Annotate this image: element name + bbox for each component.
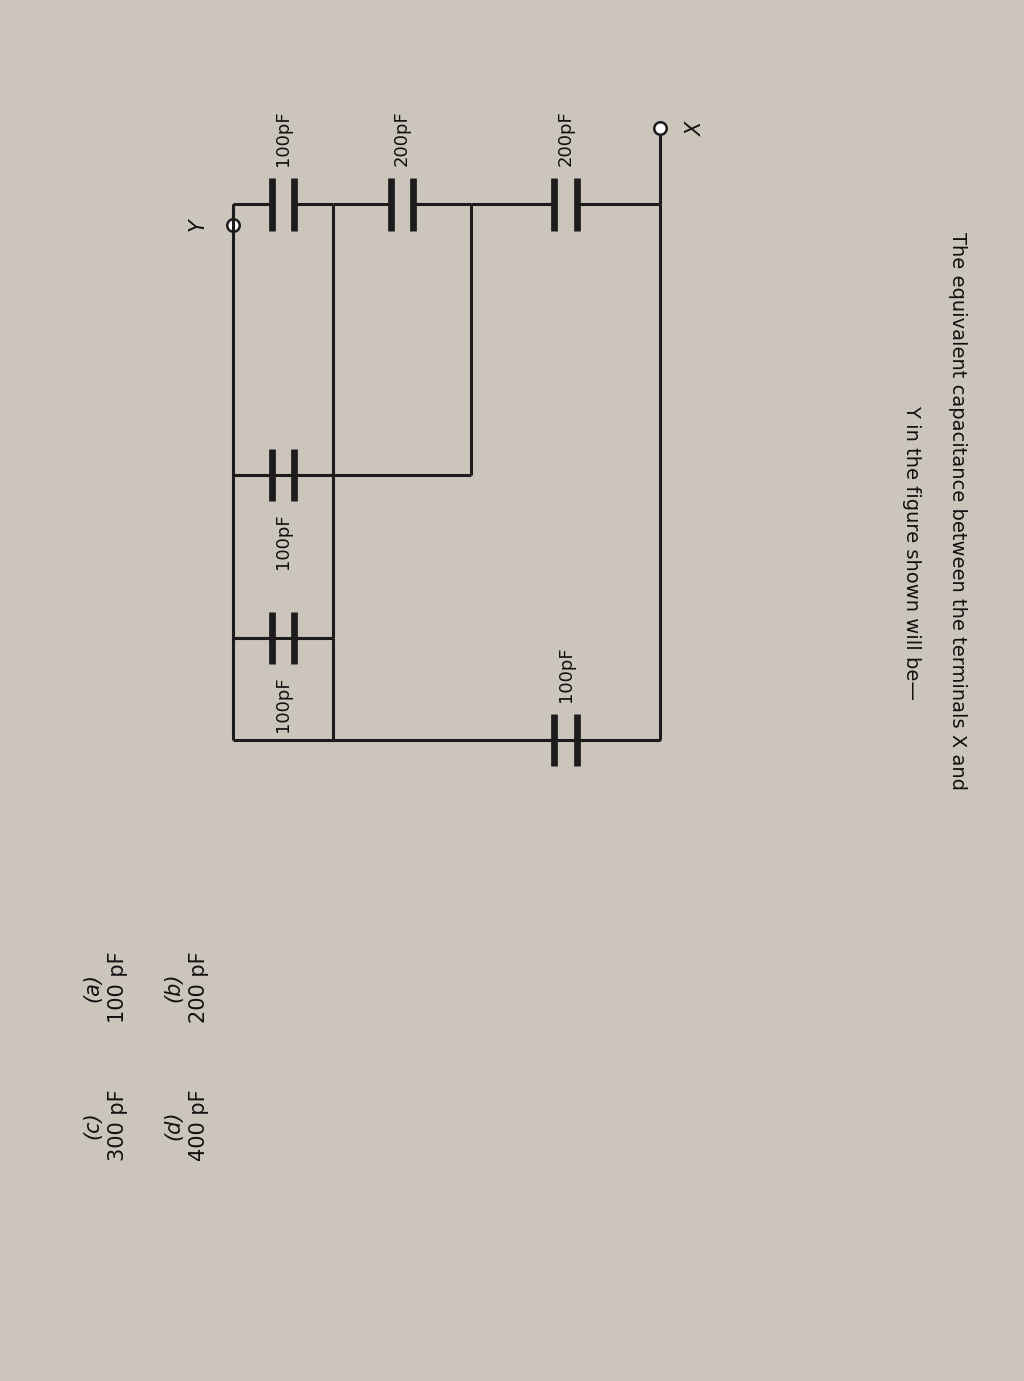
Text: 300 pF: 300 pF <box>108 1090 128 1161</box>
Text: 100 pF: 100 pF <box>108 952 128 1023</box>
Text: 200pF: 200pF <box>557 110 574 166</box>
Text: Y: Y <box>187 218 208 232</box>
Text: 200 pF: 200 pF <box>189 952 210 1023</box>
Text: 100pF: 100pF <box>557 646 574 702</box>
Text: 200pF: 200pF <box>393 110 411 166</box>
Text: 100pF: 100pF <box>274 110 292 166</box>
Text: 400 pF: 400 pF <box>189 1090 210 1161</box>
Text: (a): (a) <box>82 974 102 1001</box>
Text: X: X <box>686 122 707 135</box>
Text: (d): (d) <box>164 1110 184 1141</box>
Text: (b): (b) <box>164 972 184 1003</box>
Text: Y in the figure shown will be—: Y in the figure shown will be— <box>902 405 921 700</box>
Text: The equivalent capacitance between the terminals X and: The equivalent capacitance between the t… <box>948 232 967 790</box>
Text: 100pF: 100pF <box>274 677 292 732</box>
Text: 100pF: 100pF <box>274 514 292 569</box>
Text: (c): (c) <box>82 1112 102 1139</box>
